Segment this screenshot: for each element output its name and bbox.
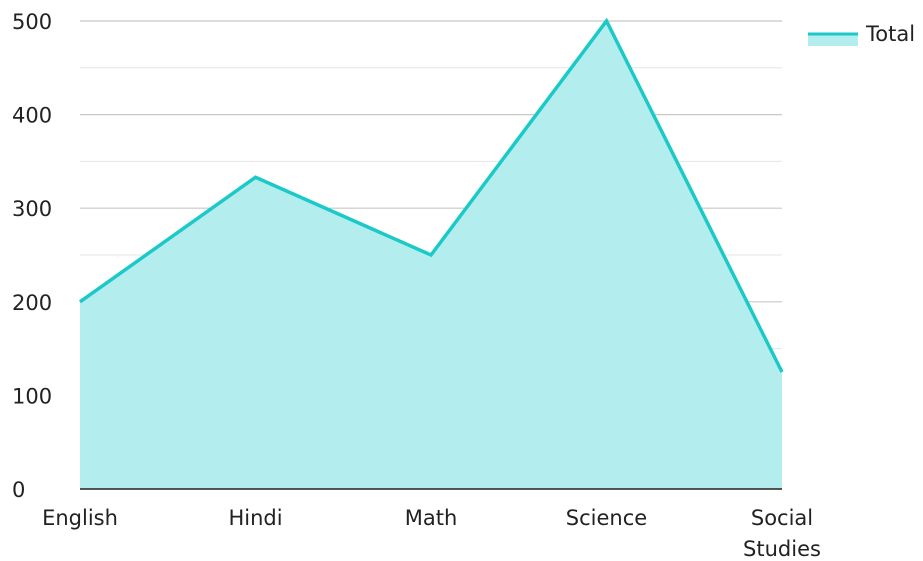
y-tick-label: 500 (12, 10, 52, 34)
x-tick-label: Science (566, 506, 647, 530)
legend-swatch-fill (808, 33, 858, 46)
x-tick-label: Social Studies (743, 506, 821, 561)
y-tick-label: 200 (12, 291, 52, 315)
area-series (78, 17, 784, 489)
y-tick-label: 100 (12, 384, 52, 408)
legend-label: Total (865, 22, 915, 46)
y-tick-label: 400 (12, 104, 52, 128)
x-tick-label: Math (405, 506, 458, 530)
y-tick-label: 0 (12, 478, 25, 502)
x-tick-label: English (42, 506, 118, 530)
x-axis-ticks: English Hindi Math Science Social Studies (42, 506, 821, 561)
legend: Total (808, 22, 915, 46)
y-axis-ticks: 0 100 200 300 400 500 (12, 10, 52, 502)
x-tick-label: Hindi (228, 506, 282, 530)
y-tick-label: 300 (12, 197, 52, 221)
